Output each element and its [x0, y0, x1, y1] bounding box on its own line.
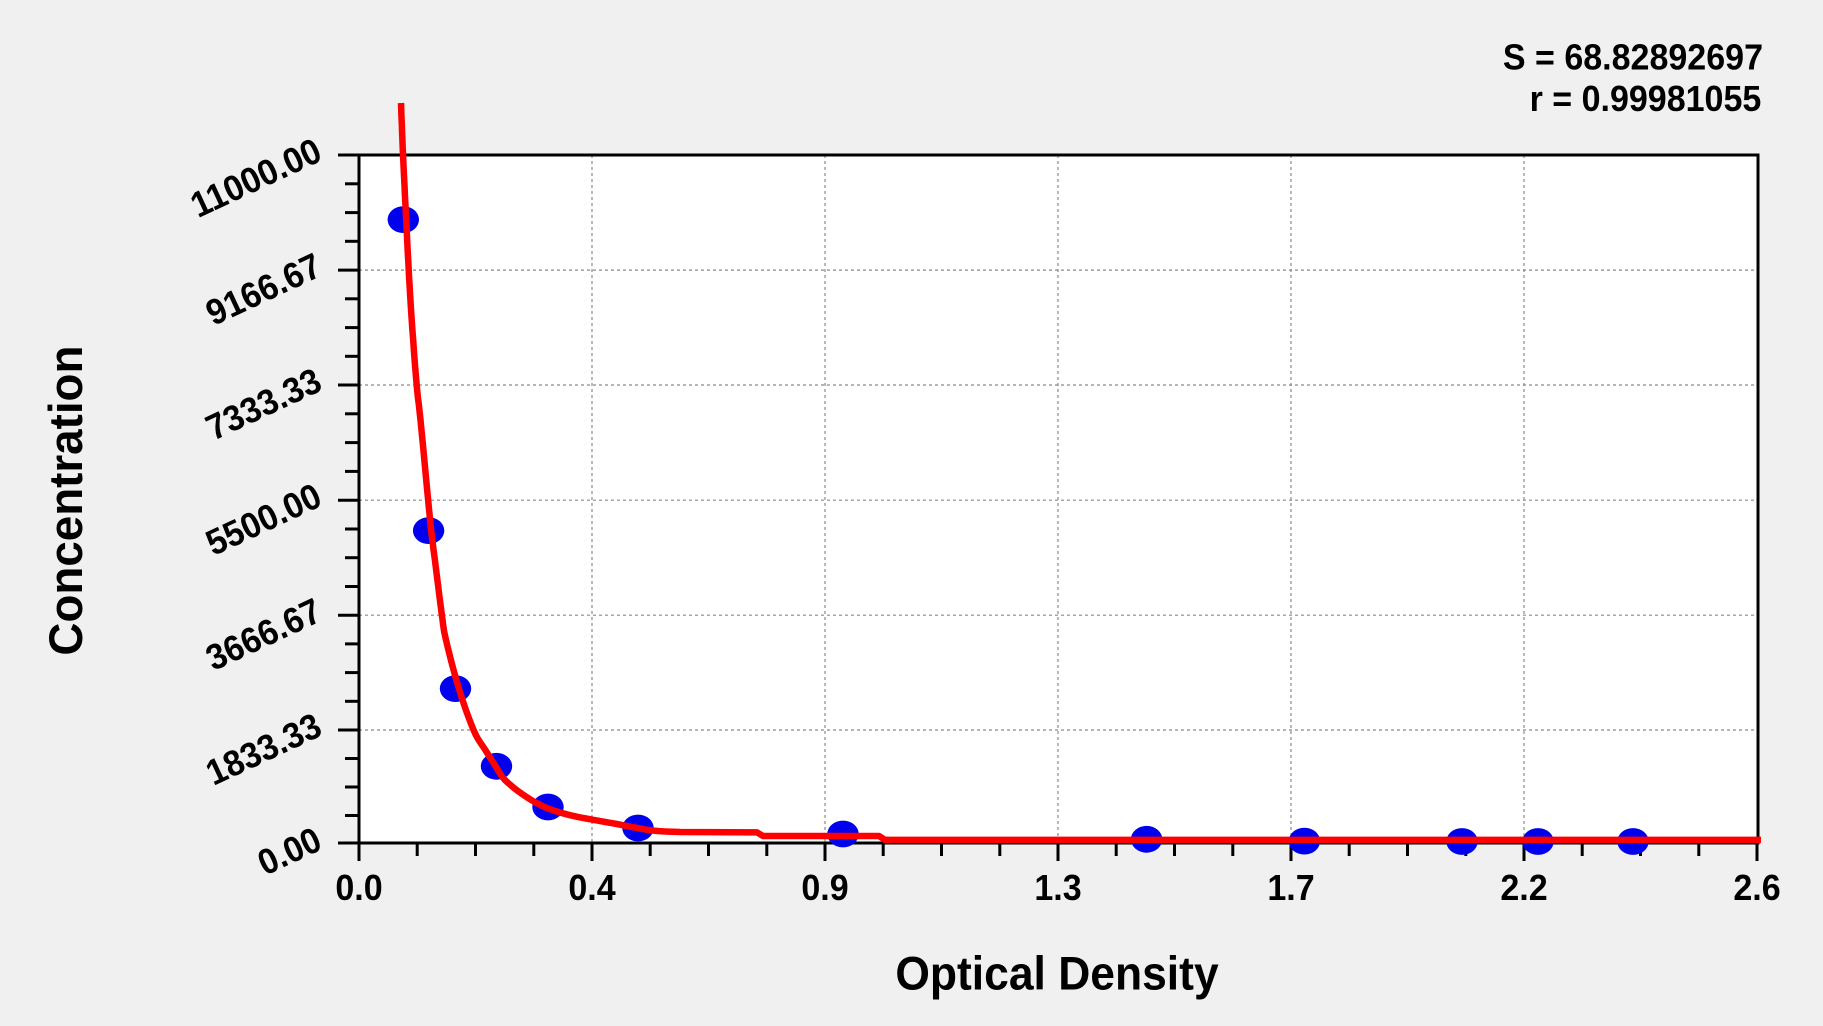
svg-text:0.4: 0.4 [568, 867, 615, 908]
svg-text:Optical Density: Optical Density [895, 947, 1218, 1000]
svg-text:0.9: 0.9 [801, 867, 848, 908]
svg-text:Concentration: Concentration [39, 346, 92, 656]
svg-text:2.6: 2.6 [1733, 867, 1780, 908]
svg-text:1833.33: 1833.33 [199, 705, 327, 794]
svg-text:5500.00: 5500.00 [199, 475, 327, 564]
svg-text:9166.67: 9166.67 [199, 245, 327, 334]
svg-text:11000.00: 11000.00 [184, 130, 327, 226]
svg-text:3666.67: 3666.67 [199, 590, 327, 679]
svg-text:S = 68.82892697: S = 68.82892697 [1503, 37, 1763, 78]
svg-text:7333.33: 7333.33 [199, 359, 327, 448]
svg-text:0.00: 0.00 [251, 819, 327, 884]
svg-text:0.0: 0.0 [335, 867, 382, 908]
svg-text:1.3: 1.3 [1034, 867, 1081, 908]
svg-text:r = 0.99981055: r = 0.99981055 [1530, 78, 1762, 119]
svg-text:2.2: 2.2 [1500, 867, 1547, 908]
svg-text:1.7: 1.7 [1267, 867, 1314, 908]
